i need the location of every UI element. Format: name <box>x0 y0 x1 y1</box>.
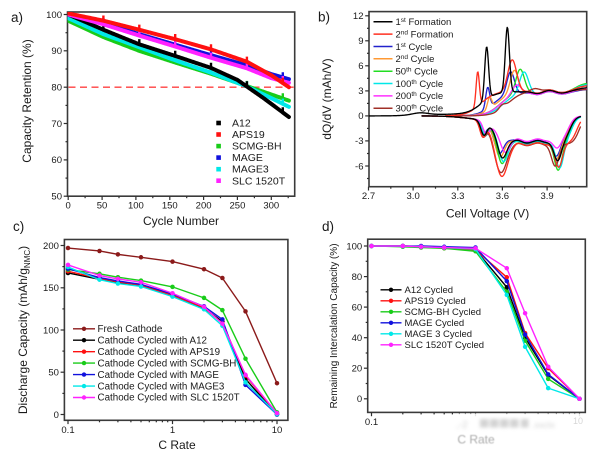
svg-text:3.9: 3.9 <box>540 191 553 202</box>
svg-text:Cathode Cycled with SLC 1520T: Cathode Cycled with SLC 1520T <box>98 393 240 404</box>
svg-text:100: 100 <box>43 325 59 336</box>
svg-text:0: 0 <box>358 111 363 122</box>
svg-text:200: 200 <box>43 241 59 252</box>
svg-text:3.6: 3.6 <box>496 191 509 202</box>
svg-text:3.0: 3.0 <box>407 191 420 202</box>
svg-text:0.1: 0.1 <box>365 417 378 428</box>
svg-text:Cathode Cycled with MAGE3: Cathode Cycled with MAGE3 <box>98 381 225 392</box>
svg-text:c): c) <box>13 219 24 234</box>
svg-text:Cathode Cycled with APS19: Cathode Cycled with APS19 <box>98 347 221 358</box>
svg-text:1: 1 <box>170 425 175 436</box>
svg-text:2.7: 2.7 <box>362 191 375 202</box>
svg-text:b): b) <box>318 10 330 25</box>
svg-text:150: 150 <box>162 201 178 212</box>
svg-text:50th Cycle: 50th Cycle <box>396 66 438 78</box>
svg-text:Remaining Intercalation Capaci: Remaining Intercalation Capacity (%) <box>329 243 340 408</box>
svg-text:-3: -3 <box>355 136 363 147</box>
svg-text:0.1: 0.1 <box>61 425 74 436</box>
svg-text:SLC 1520T Cycled: SLC 1520T Cycled <box>405 340 485 351</box>
svg-text:90: 90 <box>51 46 62 57</box>
svg-text:0: 0 <box>357 394 362 405</box>
svg-text:60: 60 <box>51 155 62 166</box>
svg-text:20: 20 <box>352 364 363 375</box>
svg-text:200th Cycle: 200th Cycle <box>396 91 444 103</box>
svg-text:Fresh Cathode: Fresh Cathode <box>98 324 163 335</box>
svg-text:10: 10 <box>272 425 283 436</box>
svg-text:Cycle Number: Cycle Number <box>143 214 219 228</box>
svg-text:,-2: ,-2 <box>456 420 468 431</box>
svg-text:6: 6 <box>358 61 363 72</box>
svg-text:A12 Cycled: A12 Cycled <box>405 285 454 296</box>
svg-text:d): d) <box>322 219 334 234</box>
svg-text:Cathode Cycled with MAGE: Cathode Cycled with MAGE <box>98 370 220 381</box>
svg-text:0: 0 <box>54 410 59 421</box>
svg-text:300: 300 <box>263 201 279 212</box>
svg-text:Discharge Capacity (mAh/gNMC): Discharge Capacity (mAh/gNMC) <box>16 246 32 414</box>
svg-text:a): a) <box>11 10 23 25</box>
svg-text:100th Cycle: 100th Cycle <box>396 78 444 90</box>
svg-text:SLC 1520T: SLC 1520T <box>232 175 286 187</box>
svg-text:3: 3 <box>358 86 363 97</box>
svg-text:C Rate: C Rate <box>158 438 196 452</box>
svg-text:Cell Voltage (V): Cell Voltage (V) <box>446 207 529 221</box>
svg-text:10: 10 <box>573 416 583 426</box>
svg-text:SCMG-BH: SCMG-BH <box>232 141 282 153</box>
svg-text:dQ/dV (mAh/V): dQ/dV (mAh/V) <box>320 58 334 139</box>
svg-text:MAGE: MAGE <box>232 152 263 164</box>
svg-text:Capacity Retention (%): Capacity Retention (%) <box>20 39 34 162</box>
svg-text:250: 250 <box>230 201 246 212</box>
svg-text:MAGE 3 Cycled: MAGE 3 Cycled <box>405 329 473 340</box>
svg-text:-6: -6 <box>355 161 363 172</box>
svg-text:60: 60 <box>352 302 363 313</box>
svg-text:70: 70 <box>51 119 62 130</box>
svg-text:80: 80 <box>352 272 363 283</box>
svg-text:40: 40 <box>352 333 363 344</box>
svg-text:50: 50 <box>48 368 59 379</box>
svg-text:A12: A12 <box>232 118 251 130</box>
svg-text:C Rate: C Rate <box>457 433 495 447</box>
svg-text:Cathode Cycled with SCMG-BH: Cathode Cycled with SCMG-BH <box>98 358 237 369</box>
svg-text:3.3: 3.3 <box>451 191 464 202</box>
svg-text:200: 200 <box>196 201 212 212</box>
svg-text:0: 0 <box>66 201 71 212</box>
svg-text:APS19: APS19 <box>232 129 265 141</box>
svg-text:300th Cycle: 300th Cycle <box>396 103 444 115</box>
svg-text:9: 9 <box>358 36 363 47</box>
svg-text:50: 50 <box>51 192 62 203</box>
svg-text:150: 150 <box>43 283 59 294</box>
svg-text:2nd Formation: 2nd Formation <box>396 29 454 41</box>
svg-text:.xxctx: .xxctx <box>532 420 556 430</box>
svg-text:SCMG-BH Cycled: SCMG-BH Cycled <box>405 307 482 318</box>
svg-text:50: 50 <box>97 201 108 212</box>
svg-text:1st Cycle: 1st Cycle <box>396 41 433 53</box>
svg-text:Cathode Cycled with A12: Cathode Cycled with A12 <box>98 335 207 346</box>
svg-text:MAGE Cycled: MAGE Cycled <box>405 318 465 329</box>
svg-text:MAGE3: MAGE3 <box>232 164 269 176</box>
svg-text:100: 100 <box>346 241 362 252</box>
svg-text:80: 80 <box>51 83 62 94</box>
svg-text:2nd Cycle: 2nd Cycle <box>396 54 435 66</box>
svg-text:1st Formation: 1st Formation <box>396 17 452 29</box>
svg-text:12: 12 <box>353 11 364 22</box>
svg-text:100: 100 <box>128 201 144 212</box>
svg-text:APS19 Cycled: APS19 Cycled <box>405 296 466 307</box>
svg-text:100: 100 <box>46 10 62 21</box>
